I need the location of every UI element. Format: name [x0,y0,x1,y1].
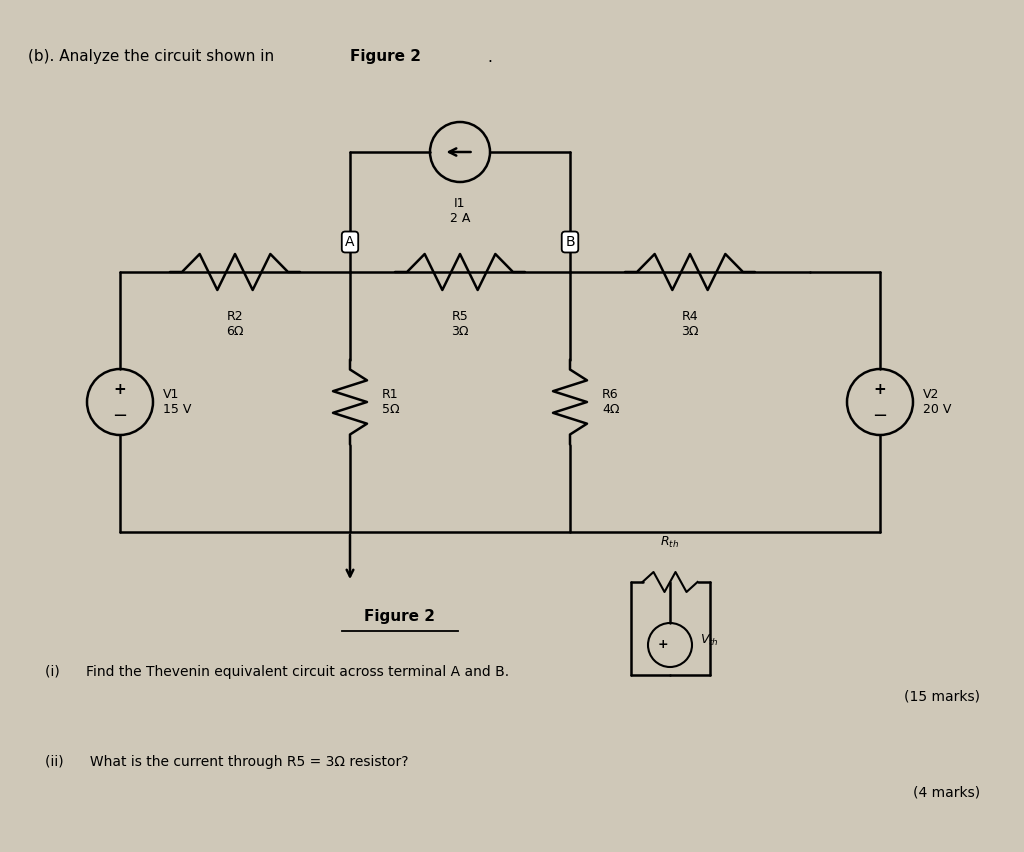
Text: R5
3Ω: R5 3Ω [452,310,469,338]
Text: +: + [873,382,887,396]
Text: (15 marks): (15 marks) [904,690,980,704]
Text: (i)      Find the Thevenin equivalent circuit across terminal A and B.: (i) Find the Thevenin equivalent circuit… [45,665,509,679]
Text: +: + [114,382,126,396]
Text: Figure 2: Figure 2 [365,609,435,625]
Text: $R_{th}$: $R_{th}$ [660,535,680,550]
Text: I1
2 A: I1 2 A [450,197,470,225]
Text: R6
4Ω: R6 4Ω [602,388,620,416]
Text: Figure 2: Figure 2 [350,49,421,65]
Text: V2
20 V: V2 20 V [923,388,951,416]
Text: A: A [345,235,354,249]
Text: .: . [487,49,492,65]
Text: B: B [565,235,574,249]
Text: R2
6Ω: R2 6Ω [226,310,244,338]
Text: +: + [657,638,669,652]
Text: R1
5Ω: R1 5Ω [382,388,399,416]
Text: R4
3Ω: R4 3Ω [681,310,698,338]
Text: $V_{th}$: $V_{th}$ [700,632,719,648]
Text: (4 marks): (4 marks) [912,785,980,799]
Text: −: − [872,407,888,425]
Text: (b). Analyze the circuit shown in: (b). Analyze the circuit shown in [28,49,279,65]
Text: (ii)      What is the current through R5 = 3Ω resistor?: (ii) What is the current through R5 = 3Ω… [45,755,409,769]
Text: −: − [113,407,128,425]
Text: V1
15 V: V1 15 V [163,388,191,416]
